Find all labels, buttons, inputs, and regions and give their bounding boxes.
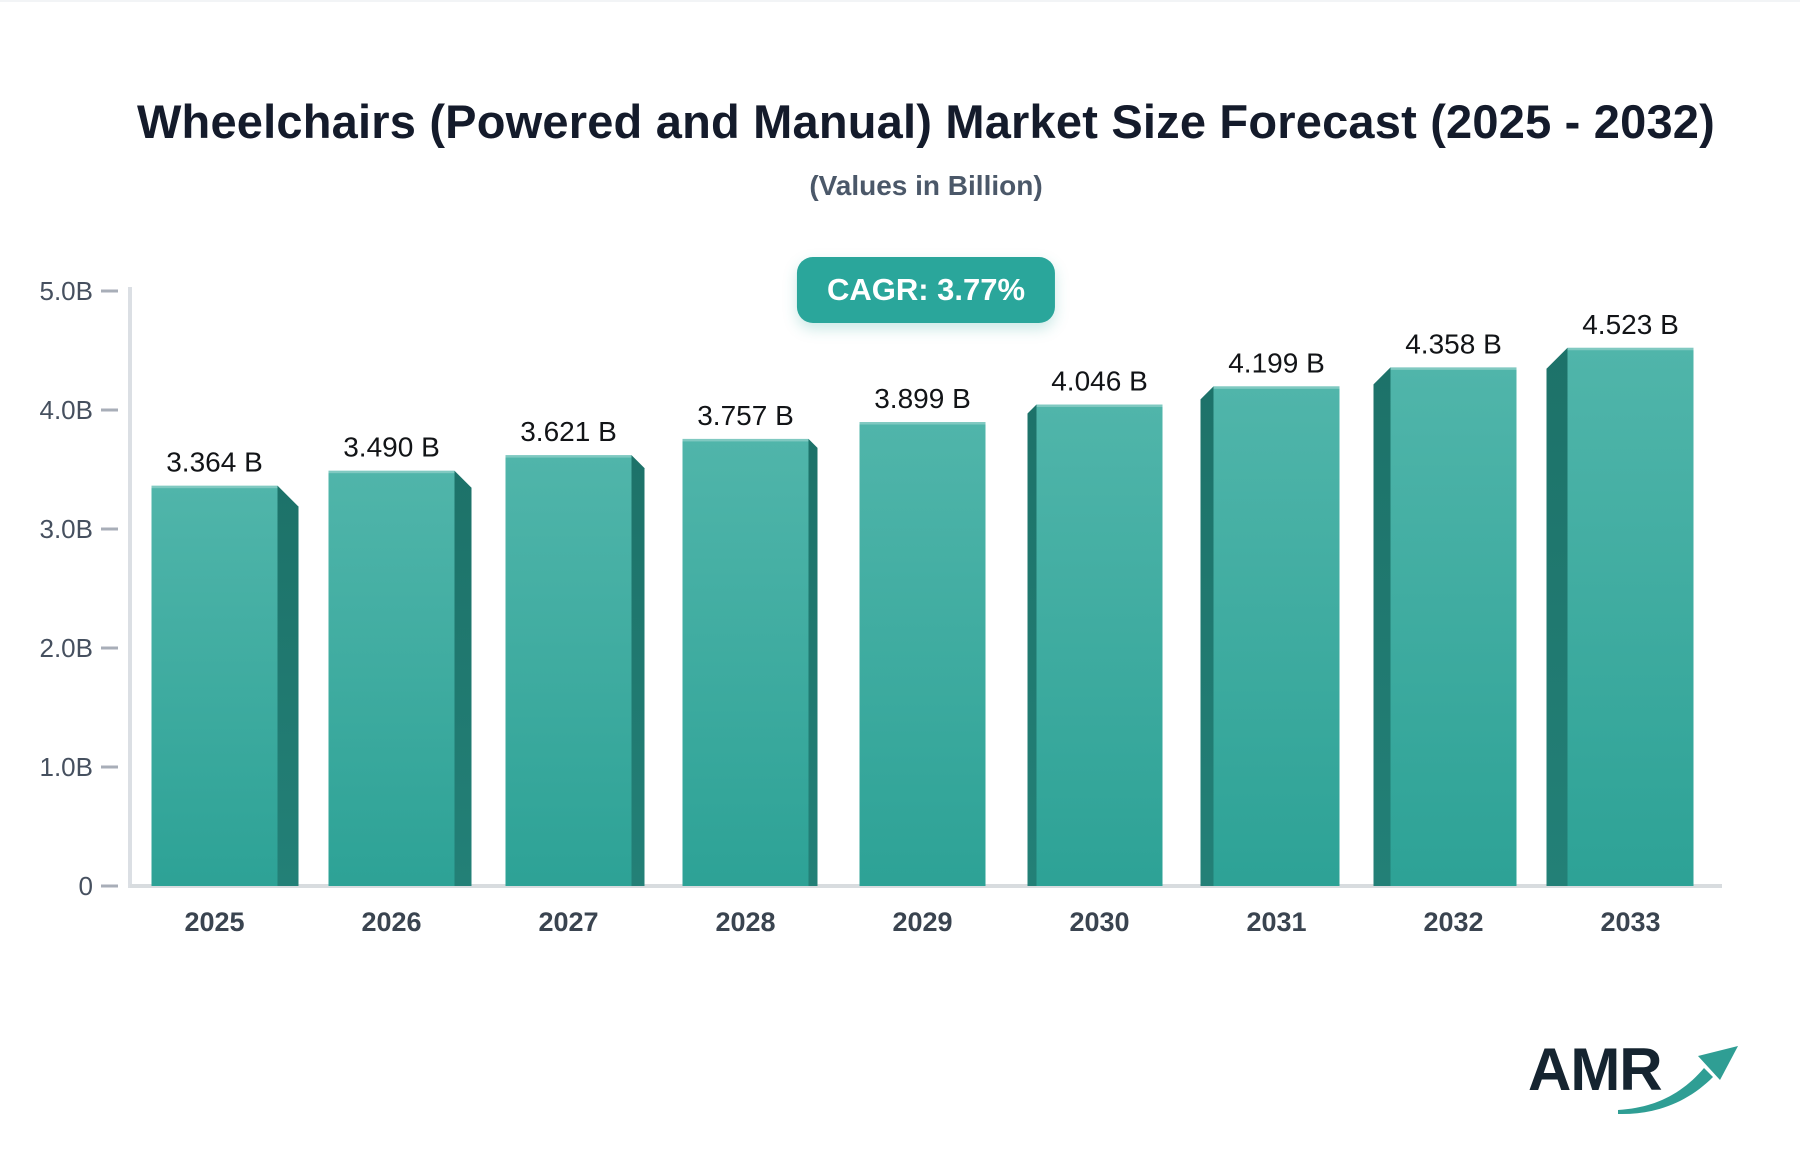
bar-top-highlight bbox=[682, 438, 809, 442]
bar-front-face bbox=[151, 485, 278, 886]
bar-front-face bbox=[328, 470, 455, 886]
cagr-badge: CAGR: 3.77% bbox=[796, 257, 1056, 323]
bar-front-face bbox=[1567, 347, 1694, 886]
y-tick bbox=[101, 527, 118, 531]
amr-logo: AMR bbox=[1528, 1040, 1738, 1120]
bar-group bbox=[1027, 404, 1163, 886]
amr-logo-text: AMR bbox=[1528, 1036, 1663, 1103]
y-tick-label: 0 bbox=[79, 871, 93, 901]
x-tick-label: 2030 bbox=[1069, 907, 1129, 937]
bar-front-face bbox=[1390, 367, 1517, 886]
chart-subtitle: (Values in Billion) bbox=[809, 170, 1043, 201]
bar-value-label: 3.899 B bbox=[874, 383, 971, 414]
bar-side-face bbox=[277, 485, 299, 886]
y-tick-label: 3.0B bbox=[40, 514, 94, 544]
bar-group bbox=[1373, 367, 1517, 886]
bar-side-face bbox=[1200, 386, 1214, 886]
bar-value-label: 4.046 B bbox=[1051, 366, 1148, 397]
bar-side-face bbox=[631, 455, 645, 886]
y-tick-label: 1.0B bbox=[40, 752, 94, 782]
bar-side-face bbox=[1373, 367, 1391, 886]
bar-top-highlight bbox=[1567, 347, 1694, 351]
bar-front-face bbox=[682, 438, 809, 886]
growth-arrow-icon bbox=[1618, 1046, 1738, 1115]
bar-group bbox=[682, 438, 818, 886]
bar-group bbox=[328, 470, 472, 886]
bar-top-highlight bbox=[859, 422, 986, 425]
bars-layer bbox=[151, 347, 1694, 886]
bar-side-face bbox=[1027, 404, 1037, 886]
y-tick-label: 2.0B bbox=[40, 633, 94, 663]
y-tick bbox=[101, 289, 118, 293]
bar-value-label: 3.490 B bbox=[343, 432, 440, 463]
bar-side-face bbox=[454, 470, 472, 886]
bar-top-highlight bbox=[1390, 367, 1517, 370]
bar-front-face bbox=[1036, 404, 1163, 886]
y-tick bbox=[101, 408, 118, 412]
x-tick-label: 2032 bbox=[1423, 907, 1483, 937]
y-tick-label: 5.0B bbox=[40, 276, 94, 306]
y-axis-line bbox=[128, 287, 132, 888]
bar-side-face bbox=[808, 438, 818, 886]
x-tick-label: 2031 bbox=[1246, 907, 1306, 937]
bar-group bbox=[505, 455, 645, 886]
x-tick-label: 2029 bbox=[892, 907, 952, 937]
x-tick-label: 2028 bbox=[715, 907, 775, 937]
bar-top-highlight bbox=[1036, 404, 1163, 408]
chart-title: Wheelchairs (Powered and Manual) Market … bbox=[136, 95, 1715, 148]
bar-value-label: 3.364 B bbox=[166, 447, 263, 478]
bar-group bbox=[859, 422, 986, 886]
y-tick-label: 4.0B bbox=[40, 395, 94, 425]
bar-value-label: 3.757 B bbox=[697, 400, 794, 431]
bar-value-label: 4.199 B bbox=[1228, 347, 1325, 378]
bar-front-face bbox=[505, 455, 632, 886]
y-tick bbox=[101, 765, 118, 769]
bar-top-highlight bbox=[505, 455, 632, 458]
x-tick-label: 2025 bbox=[184, 907, 244, 937]
bar-value-label: 4.358 B bbox=[1405, 328, 1502, 359]
x-tick-label: 2027 bbox=[538, 907, 598, 937]
bar-group bbox=[151, 485, 299, 886]
bar-front-face bbox=[859, 422, 986, 886]
bar-side-face bbox=[1546, 347, 1568, 886]
bar-group bbox=[1200, 386, 1340, 886]
labels-layer: 3.364 B 2025 3.490 B 2026 3.621 B 2027 3.757 B… bbox=[166, 309, 1679, 937]
bar-top-highlight bbox=[328, 470, 455, 474]
x-tick-label: 2026 bbox=[361, 907, 421, 937]
bar-top-highlight bbox=[151, 485, 278, 489]
bar-value-label: 3.621 B bbox=[520, 416, 617, 447]
bar-top-highlight bbox=[1213, 386, 1340, 389]
bar-group bbox=[1546, 347, 1694, 886]
y-tick bbox=[101, 646, 118, 650]
bar-front-face bbox=[1213, 386, 1340, 886]
x-tick-label: 2033 bbox=[1600, 907, 1660, 937]
bar-value-label: 4.523 B bbox=[1582, 309, 1679, 340]
y-tick bbox=[101, 884, 118, 888]
